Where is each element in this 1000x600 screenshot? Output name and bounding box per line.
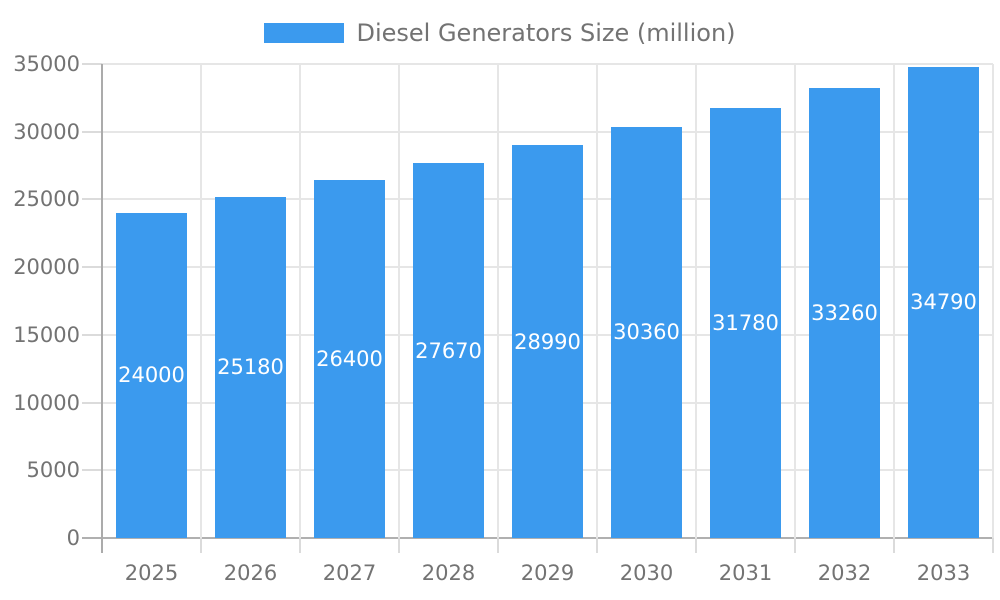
y-axis-tick (82, 266, 102, 269)
bar-2029[interactable] (512, 145, 583, 538)
y-axis-tick (82, 333, 102, 336)
y-axis-label: 20000 (13, 255, 80, 280)
x-axis-tick (200, 538, 202, 553)
gridline-vertical (992, 64, 994, 538)
bar-value-label: 30360 (613, 320, 680, 345)
x-axis-tick (893, 538, 895, 553)
bar-value-label: 24000 (118, 363, 185, 388)
x-axis-tick (695, 538, 697, 553)
x-axis-tick (596, 538, 598, 553)
y-axis-tick (82, 130, 102, 133)
x-axis-baseline (102, 537, 993, 539)
bar-2032[interactable] (809, 87, 880, 538)
y-axis-label: 5000 (26, 458, 80, 483)
x-axis-tick (299, 538, 301, 553)
x-axis-tick (497, 538, 499, 553)
bar-value-label: 34790 (910, 290, 977, 315)
x-axis-label: 2030 (619, 561, 674, 585)
bar-2027[interactable] (314, 180, 385, 538)
x-axis-label: 2026 (223, 561, 278, 585)
y-axis-label: 10000 (13, 390, 80, 415)
gridline-vertical (794, 64, 796, 538)
y-axis-tick (82, 469, 102, 472)
gridline-vertical (497, 64, 499, 538)
x-axis-label: 2032 (817, 561, 872, 585)
x-axis-label: 2033 (916, 561, 971, 585)
y-axis-tick (82, 198, 102, 201)
gridline-vertical (398, 64, 400, 538)
y-axis-label: 15000 (13, 322, 80, 347)
legend-label: Diesel Generators Size (million) (356, 19, 736, 47)
x-axis-label: 2025 (124, 561, 179, 585)
x-axis-label: 2031 (718, 561, 773, 585)
y-axis-line (101, 64, 103, 538)
bar-2028[interactable] (413, 163, 484, 538)
gridline-horizontal (102, 63, 993, 65)
y-axis-label: 0 (66, 526, 80, 550)
x-axis-tick (101, 538, 103, 553)
legend-swatch (264, 23, 345, 43)
bar-value-label: 28990 (514, 329, 581, 354)
x-axis-label: 2028 (421, 561, 476, 585)
bar-2031[interactable] (710, 107, 781, 538)
legend[interactable]: Diesel Generators Size (million) (0, 18, 1000, 48)
bar-2033[interactable] (908, 66, 979, 538)
gridline-vertical (893, 64, 895, 538)
gridline-vertical (299, 64, 301, 538)
bar-2025[interactable] (116, 212, 187, 538)
bar-value-label: 26400 (316, 347, 383, 372)
bar-value-label: 31780 (712, 310, 779, 335)
y-axis-tick (82, 537, 102, 539)
y-axis-label: 25000 (13, 187, 80, 212)
bar-2026[interactable] (215, 196, 286, 538)
gridline-horizontal (102, 130, 993, 133)
y-axis-label: 30000 (13, 119, 80, 144)
y-axis-label: 35000 (13, 52, 80, 76)
x-axis-tick (992, 538, 994, 553)
bar-value-label: 25180 (217, 355, 284, 380)
x-axis-tick (794, 538, 796, 553)
y-axis-tick (82, 63, 102, 65)
x-axis-label: 2027 (322, 561, 377, 585)
bar-value-label: 33260 (811, 300, 878, 325)
x-axis-label: 2029 (520, 561, 575, 585)
bar-2030[interactable] (611, 126, 682, 538)
bar-value-label: 27670 (415, 338, 482, 363)
x-axis-tick (398, 538, 400, 553)
gridline-vertical (695, 64, 697, 538)
y-axis-tick (82, 401, 102, 404)
gridline-vertical (200, 64, 202, 538)
gridline-vertical (596, 64, 598, 538)
